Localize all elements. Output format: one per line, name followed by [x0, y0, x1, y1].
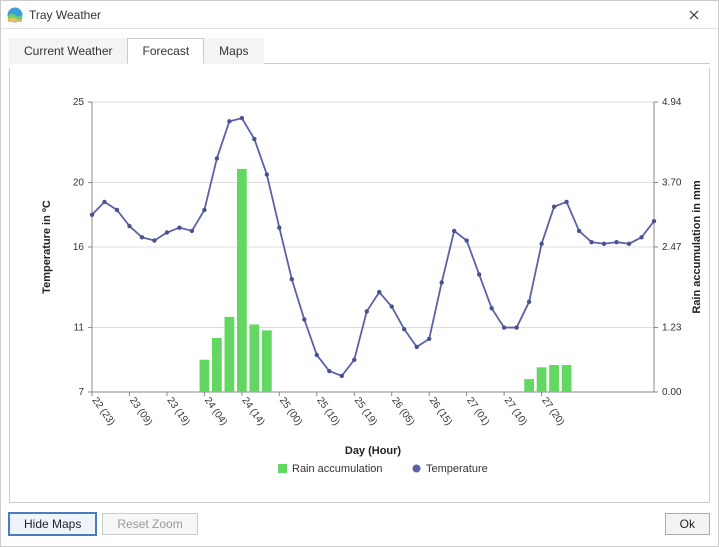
svg-text:22 (23): 22 (23) [90, 395, 117, 427]
svg-text:7: 7 [78, 387, 84, 398]
svg-text:25: 25 [73, 97, 85, 108]
svg-text:Temperature: Temperature [426, 463, 488, 475]
svg-text:25 (19): 25 (19) [352, 395, 379, 427]
svg-text:Rain accumulation in mm: Rain accumulation in mm [691, 180, 703, 313]
svg-text:27 (10): 27 (10) [502, 395, 529, 427]
svg-text:2.47: 2.47 [662, 242, 682, 253]
svg-text:3.70: 3.70 [662, 178, 682, 189]
tab-bar: Current Weather Forecast Maps [9, 37, 710, 64]
svg-text:23 (09): 23 (09) [127, 395, 154, 427]
svg-text:0.00: 0.00 [662, 387, 682, 398]
reset-zoom-button[interactable]: Reset Zoom [102, 513, 197, 535]
svg-text:24 (04): 24 (04) [202, 395, 229, 427]
svg-text:23 (19): 23 (19) [164, 395, 191, 427]
footer-bar: Hide Maps Reset Zoom Ok [1, 507, 718, 541]
titlebar: Tray Weather [1, 1, 718, 29]
content-area: Current Weather Forecast Maps 7 0.00 11 1.2… [1, 29, 718, 507]
svg-text:16: 16 [73, 242, 85, 253]
tab-current-weather[interactable]: Current Weather [9, 38, 127, 64]
forecast-chart: 7 0.00 11 1.23 16 2.47 20 3.70 25 4.94 22 (23) 23 (… [14, 74, 704, 494]
svg-text:11: 11 [74, 323, 85, 334]
svg-text:26 (15): 26 (15) [427, 395, 454, 427]
close-icon [689, 10, 699, 20]
svg-text:4.94: 4.94 [662, 97, 682, 108]
svg-text:24 (14): 24 (14) [239, 395, 266, 427]
close-button[interactable] [676, 1, 712, 28]
ok-button[interactable]: Ok [665, 513, 710, 535]
forecast-chart-panel: 7 0.00 11 1.23 16 2.47 20 3.70 25 4.94 22 (23) 23 (… [9, 68, 710, 503]
tab-maps[interactable]: Maps [204, 38, 263, 64]
svg-text:27 (20): 27 (20) [539, 395, 566, 427]
svg-text:Day (Hour): Day (Hour) [345, 445, 402, 457]
svg-text:20: 20 [73, 178, 85, 189]
svg-text:25 (00): 25 (00) [277, 395, 304, 427]
globe-icon [7, 7, 23, 23]
window-title: Tray Weather [29, 8, 676, 22]
svg-text:25 (10): 25 (10) [314, 395, 341, 427]
svg-text:27 (01): 27 (01) [464, 395, 491, 427]
svg-text:26 (05): 26 (05) [389, 395, 416, 427]
svg-text:Rain accumulation: Rain accumulation [292, 463, 383, 475]
tab-forecast[interactable]: Forecast [127, 38, 204, 64]
svg-text:1.23: 1.23 [662, 323, 682, 334]
svg-text:Temperature in ºC: Temperature in ºC [41, 200, 53, 294]
hide-maps-button[interactable]: Hide Maps [9, 513, 96, 535]
